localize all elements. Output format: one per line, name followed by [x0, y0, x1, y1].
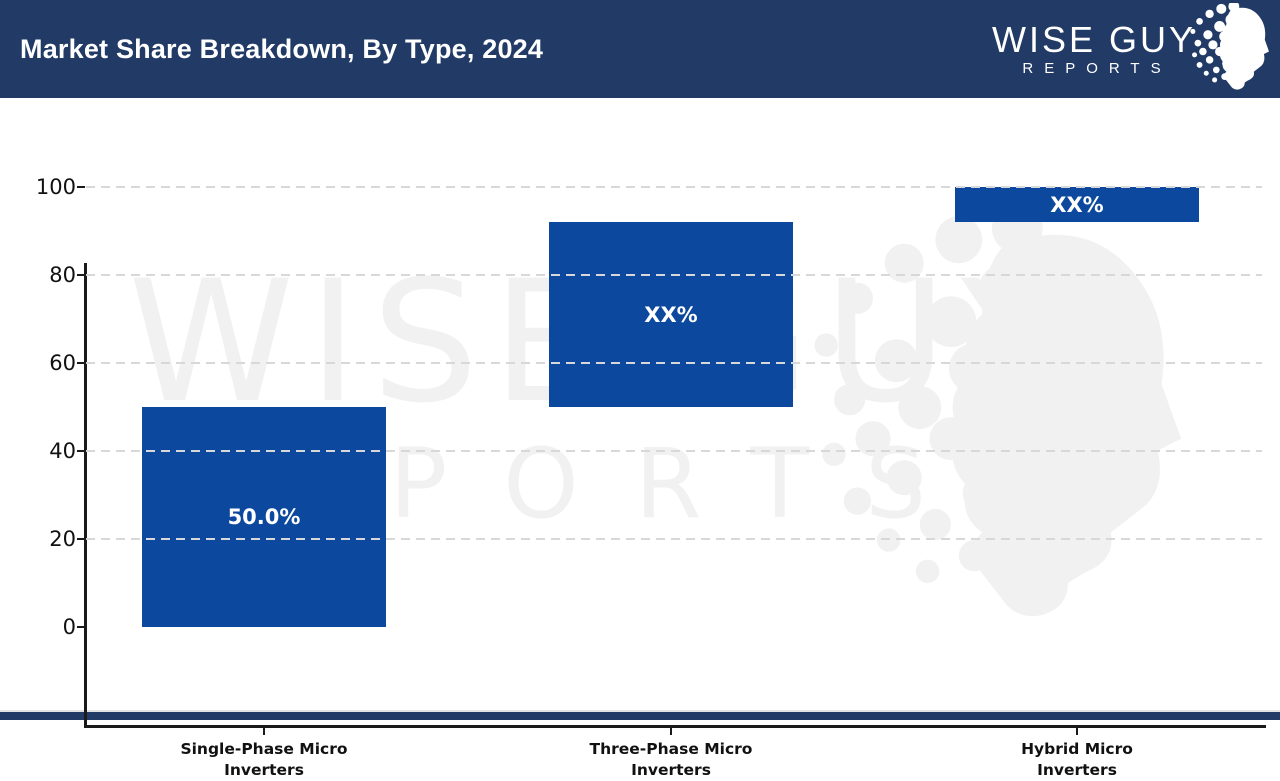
- y-tick-label: 0: [62, 615, 76, 639]
- y-tick-mark: [77, 186, 85, 188]
- y-tick-label: 40: [49, 439, 76, 463]
- y-tick-mark: [77, 626, 85, 628]
- watermark-head-graphic: [814, 212, 1182, 617]
- bar-value-label: 50.0%: [227, 505, 301, 529]
- logo-text: WISE GUY REPORTS: [991, 18, 1196, 77]
- bar-segment: XX%: [549, 222, 793, 407]
- wise-guy-reports-logo: WISE GUY REPORTS: [992, 3, 1274, 95]
- category-label: Three-Phase Micro Inverters: [541, 739, 801, 781]
- y-tick-label: 80: [49, 263, 76, 287]
- chart-plot-area: 0 20 40 60 80 100 50.0% Single-Phase Micro Inver…: [0, 98, 1280, 779]
- x-tick-mark: [1076, 728, 1078, 735]
- y-tick-mark: [77, 538, 85, 540]
- category-label-line1: Single-Phase Micro: [180, 740, 348, 758]
- bar-segment: XX%: [955, 187, 1199, 223]
- logo-wordmark: WISE GUY: [991, 18, 1196, 60]
- category-label-line1: Three-Phase Micro: [589, 740, 753, 758]
- gridline: [86, 186, 1262, 188]
- bar-value-label: XX%: [1050, 192, 1104, 217]
- header-bar: Market Share Breakdown, By Type, 2024 WI…: [0, 0, 1280, 98]
- category-label: Single-Phase Micro Inverters: [134, 739, 394, 781]
- x-axis-line: [84, 725, 1266, 728]
- y-tick-mark: [77, 362, 85, 364]
- page-title: Market Share Breakdown, By Type, 2024: [20, 33, 544, 64]
- logo-subtext: REPORTS: [1022, 59, 1172, 77]
- y-tick-mark: [77, 450, 85, 452]
- y-axis-line: [84, 263, 87, 727]
- footer-bar: [0, 710, 1280, 720]
- y-tick-label: 100: [35, 175, 76, 199]
- x-tick-mark: [263, 728, 265, 735]
- x-tick-mark: [670, 728, 672, 735]
- gridline: [86, 450, 1262, 452]
- category-label-line2: Inverters: [631, 761, 711, 779]
- category-label-line2: Inverters: [1037, 761, 1117, 779]
- bar-value-label: XX%: [644, 302, 698, 327]
- gridline: [86, 538, 1262, 540]
- gridline: [86, 274, 1262, 276]
- gridline: [86, 362, 1262, 364]
- bar-segment: 50.0%: [142, 407, 386, 627]
- logo-head-icon: [1190, 3, 1269, 90]
- category-label-line1: Hybrid Micro: [1021, 740, 1133, 758]
- y-tick-label: 20: [49, 527, 76, 551]
- category-label-line2: Inverters: [224, 761, 304, 779]
- y-tick-mark: [77, 274, 85, 276]
- y-tick-label: 60: [49, 351, 76, 375]
- category-label: Hybrid Micro Inverters: [947, 739, 1207, 781]
